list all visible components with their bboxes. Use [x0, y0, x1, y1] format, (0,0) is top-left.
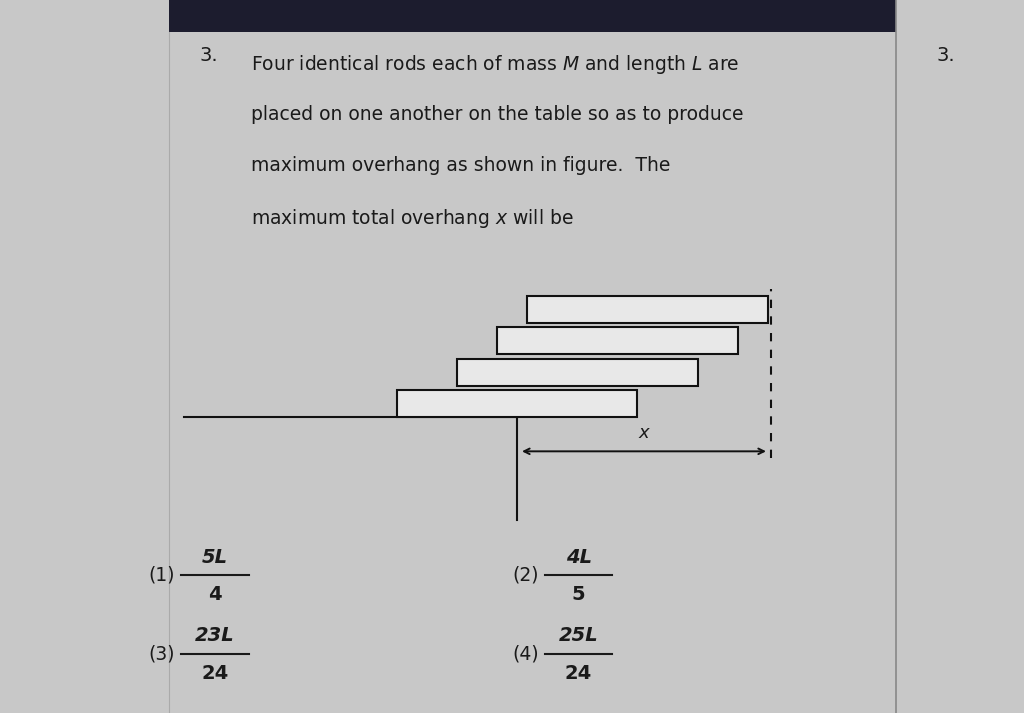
Text: placed on one another on the table so as to produce: placed on one another on the table so as…	[251, 105, 743, 124]
Bar	[457, 359, 697, 386]
Text: 23L: 23L	[196, 626, 234, 645]
Text: 4L: 4L	[565, 548, 592, 567]
Text: maximum total overhang $x$ will be: maximum total overhang $x$ will be	[251, 207, 573, 230]
Text: 5: 5	[571, 585, 586, 605]
Text: 3.: 3.	[200, 46, 218, 66]
Text: 25L: 25L	[559, 626, 598, 645]
Text: 5L: 5L	[202, 548, 228, 567]
Text: 24: 24	[202, 664, 228, 683]
Text: x: x	[639, 424, 649, 442]
Text: Four identical rods each of mass $M$ and length $L$ are: Four identical rods each of mass $M$ and…	[251, 53, 739, 76]
Text: 24: 24	[565, 664, 592, 683]
Bar	[527, 296, 768, 323]
Text: 4: 4	[208, 585, 222, 605]
Text: (2): (2)	[512, 566, 539, 585]
Text: maximum overhang as shown in figure.  The: maximum overhang as shown in figure. The	[251, 156, 671, 175]
Text: 3.: 3.	[937, 46, 955, 66]
Text: (1): (1)	[148, 566, 175, 585]
Text: (4): (4)	[512, 645, 539, 663]
Bar	[397, 390, 637, 417]
Bar	[169, 0, 896, 32]
Bar	[497, 327, 737, 354]
Text: (3): (3)	[148, 645, 175, 663]
